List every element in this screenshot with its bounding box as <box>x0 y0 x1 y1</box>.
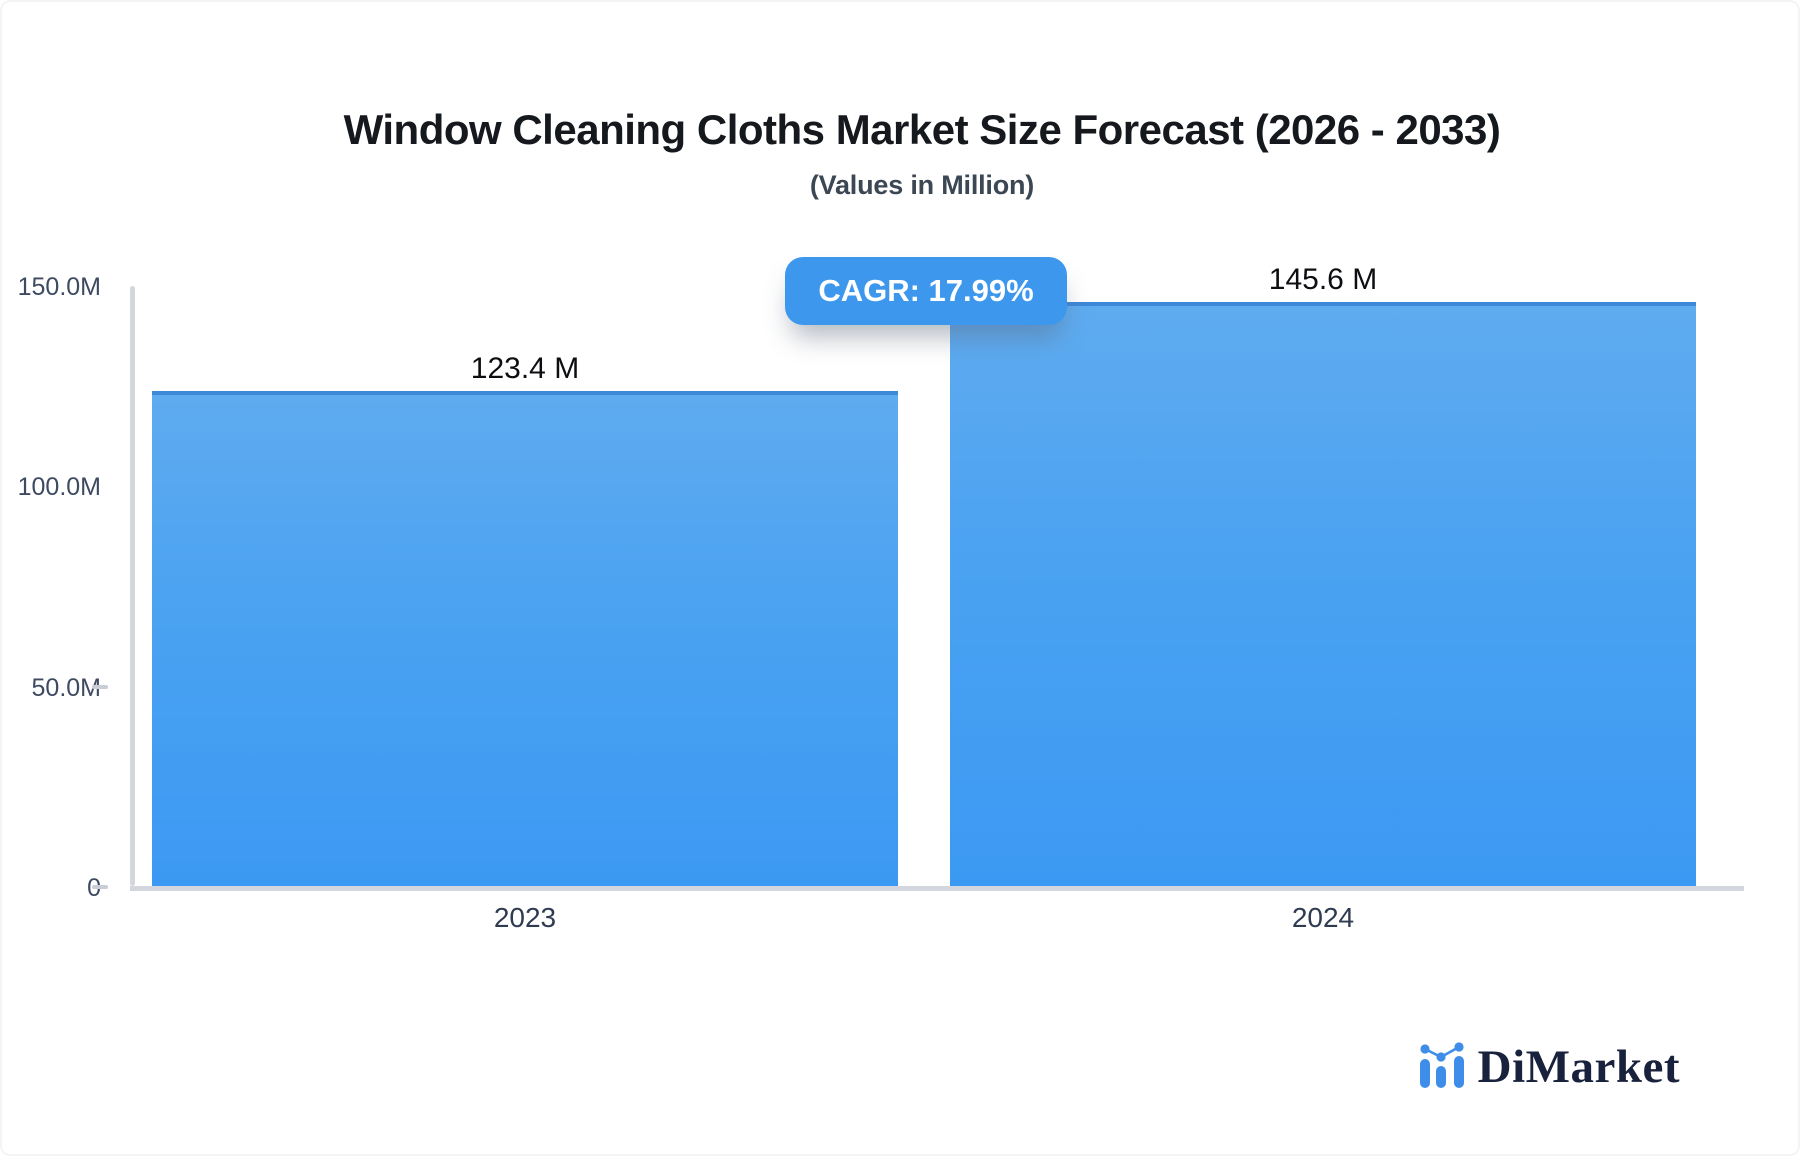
y-axis-line <box>130 286 135 886</box>
x-axis-label: 2024 <box>1291 902 1355 933</box>
y-axis-label: 150.0M <box>17 272 101 301</box>
bar-value-label: 145.6 M <box>1268 263 1378 296</box>
dimarket-logo: DiMarket <box>1419 1040 1680 1094</box>
chart-title: Window Cleaning Cloths Market Size Forec… <box>343 106 1501 153</box>
bar-line-chart-icon <box>1419 1041 1467 1093</box>
y-axis-tick <box>92 885 108 889</box>
chart-subtitle: (Values in Million) <box>809 170 1035 200</box>
cagr-badge: CAGR: 17.99% <box>785 257 1067 325</box>
logo-text: DiMarket <box>1477 1041 1680 1093</box>
x-axis-line <box>130 886 1744 891</box>
bar-value-label: 123.4 M <box>470 352 580 385</box>
bar-2024 <box>950 302 1696 886</box>
bar-2023 <box>152 391 898 886</box>
y-axis-label: 100.0M <box>17 473 101 501</box>
x-axis-label: 2023 <box>493 902 557 933</box>
y-axis-label: 50.0M <box>31 673 101 702</box>
y-axis-tick <box>92 684 108 689</box>
